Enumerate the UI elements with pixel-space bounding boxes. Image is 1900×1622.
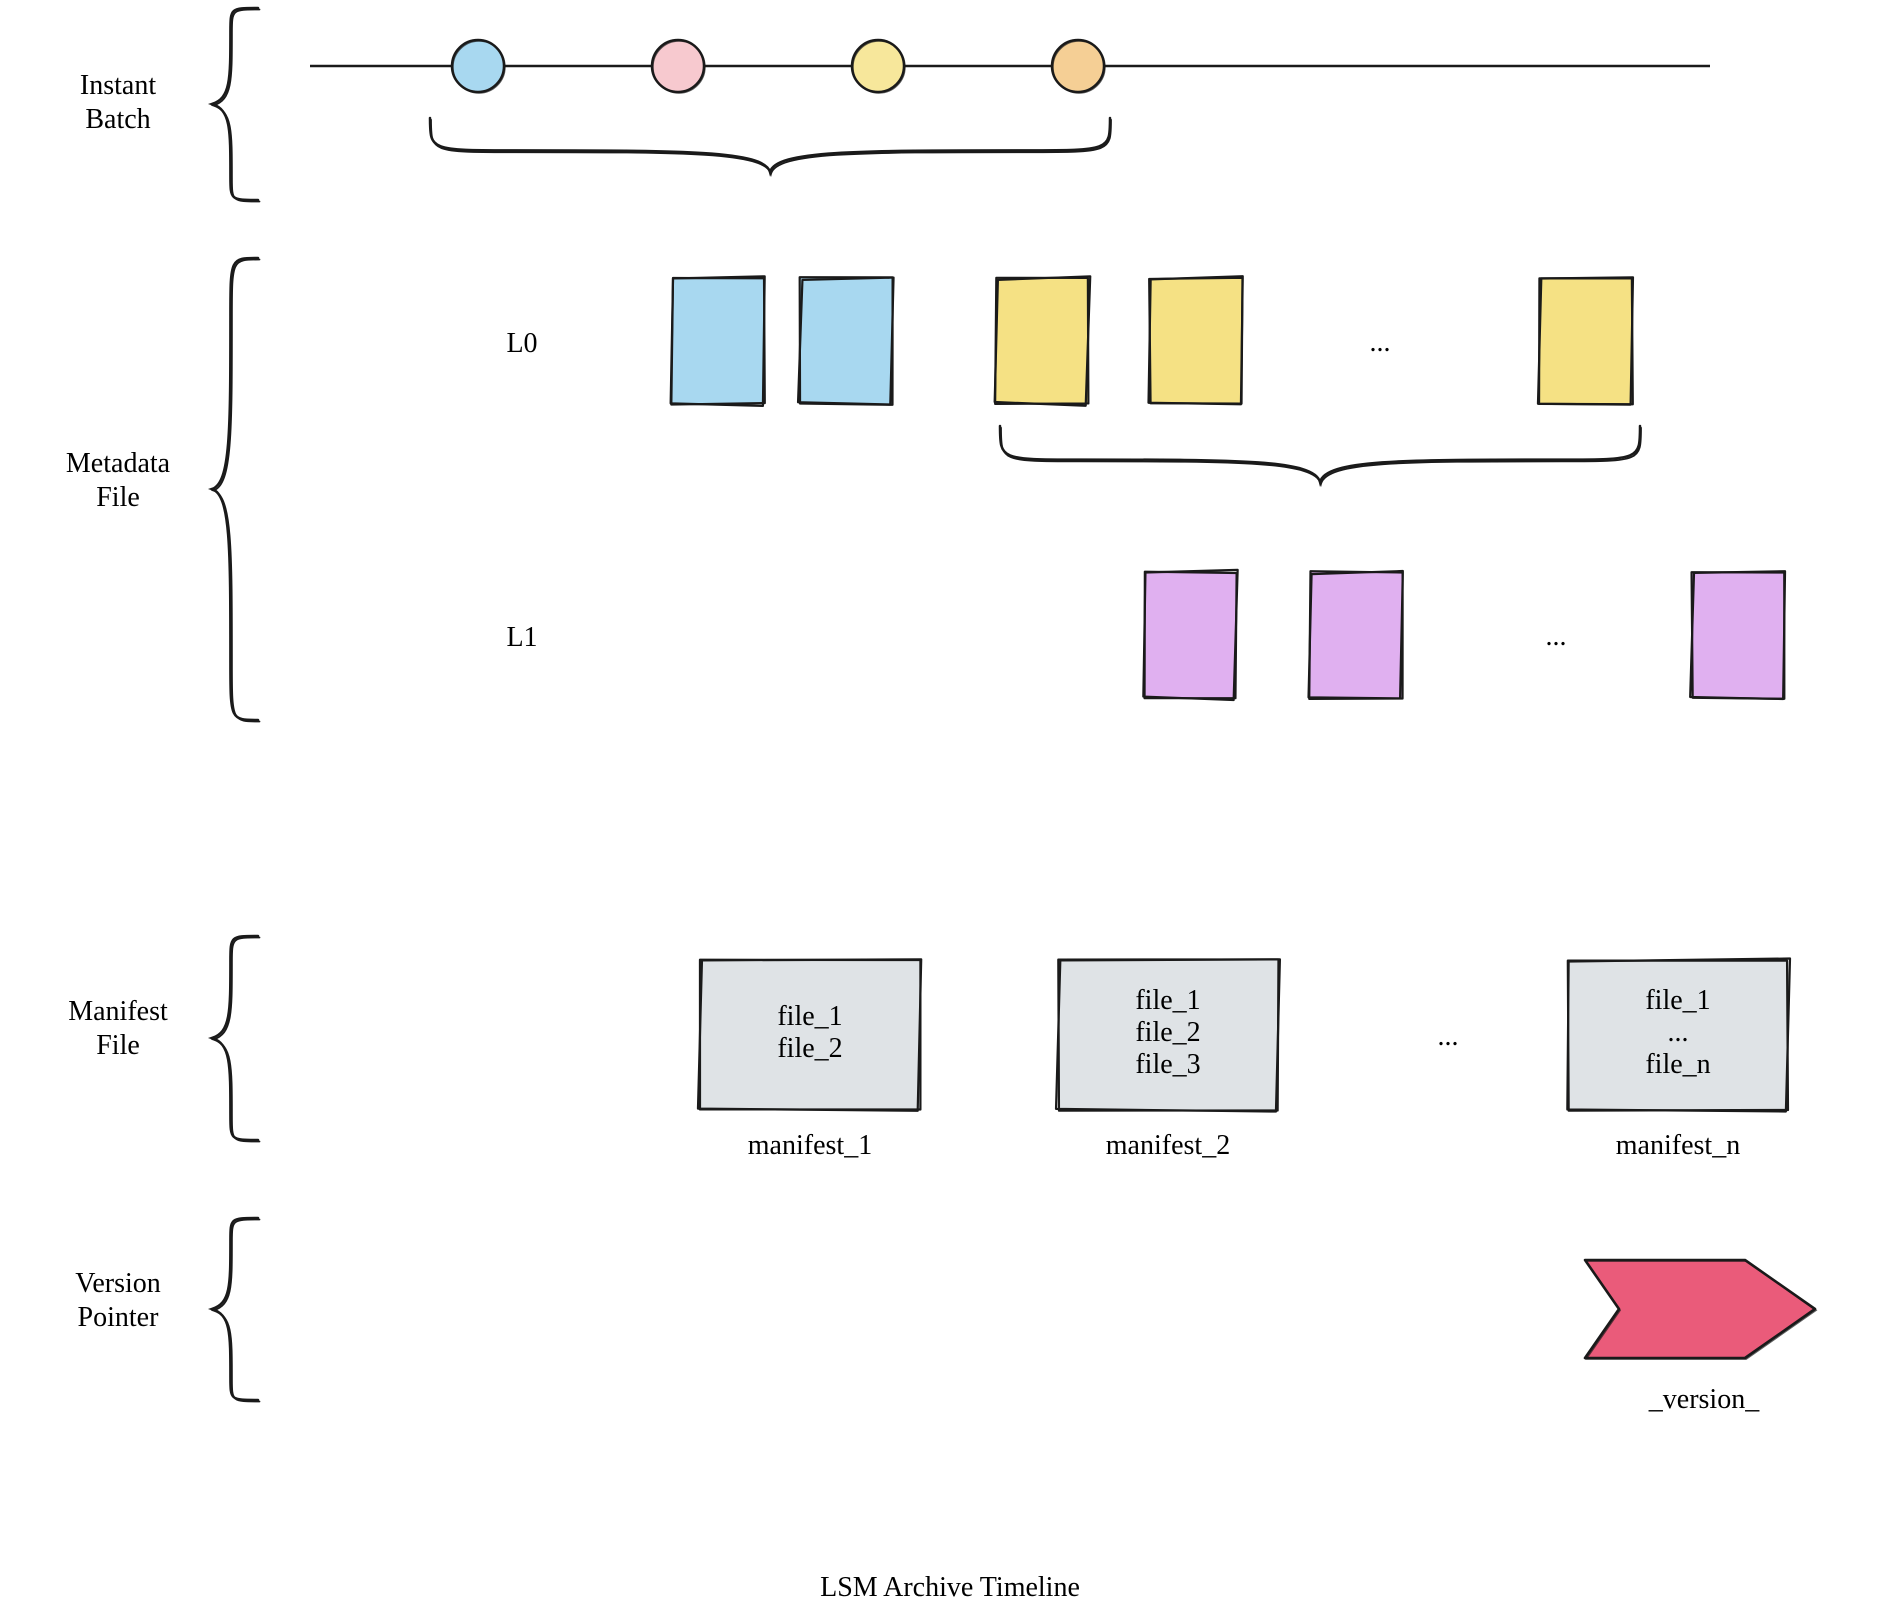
timeline-dot xyxy=(452,40,505,93)
l0-block xyxy=(798,277,894,405)
manifest-line: file_1 xyxy=(1135,985,1200,1016)
manifest-line: file_3 xyxy=(1135,1049,1200,1080)
l0-block xyxy=(1149,276,1243,404)
timeline-dot xyxy=(1052,40,1105,93)
manifest-label: manifest_1 xyxy=(748,1130,872,1161)
l1-ellipsis: ... xyxy=(1546,621,1567,652)
l0-block xyxy=(995,276,1091,405)
l1-block xyxy=(1309,571,1403,699)
manifest-label: manifest_n xyxy=(1616,1130,1740,1161)
brace-version xyxy=(212,1218,260,1402)
l0-ellipsis: ... xyxy=(1370,327,1391,358)
manifest-line: file_1 xyxy=(777,1001,842,1032)
label-metadata-file: MetadataFile xyxy=(66,448,171,513)
brace-metadata xyxy=(212,258,260,722)
manifest-line: file_2 xyxy=(1135,1017,1200,1048)
manifest-line: file_1 xyxy=(1645,985,1710,1016)
timeline-dot xyxy=(652,40,705,93)
brace-instant xyxy=(212,8,260,202)
brace-manifest xyxy=(212,936,260,1142)
manifest-line: file_2 xyxy=(777,1033,842,1064)
manifest-ellipsis: ... xyxy=(1438,1021,1459,1052)
brace-under-timeline xyxy=(430,118,1111,174)
l1-block xyxy=(1690,571,1785,699)
brace-under-l0 xyxy=(1000,426,1641,484)
label-instant-batch: InstantBatch xyxy=(80,70,156,135)
diagram-title: LSM Archive Timeline xyxy=(820,1572,1080,1603)
manifest-line: file_n xyxy=(1645,1049,1710,1080)
l0-block xyxy=(671,276,765,406)
timeline-dot xyxy=(852,40,905,93)
manifest-line: ... xyxy=(1668,1017,1689,1048)
manifest-label: manifest_2 xyxy=(1106,1130,1230,1161)
label-manifest-file: ManifestFile xyxy=(68,996,168,1061)
label-version: _version_ xyxy=(1648,1384,1760,1415)
version-arrow xyxy=(1585,1260,1816,1359)
label-version-pointer: VersionPointer xyxy=(75,1268,161,1333)
label-L0: L0 xyxy=(506,328,537,359)
label-L1: L1 xyxy=(506,622,537,653)
l1-block xyxy=(1143,570,1237,700)
l0-block xyxy=(1538,277,1633,404)
